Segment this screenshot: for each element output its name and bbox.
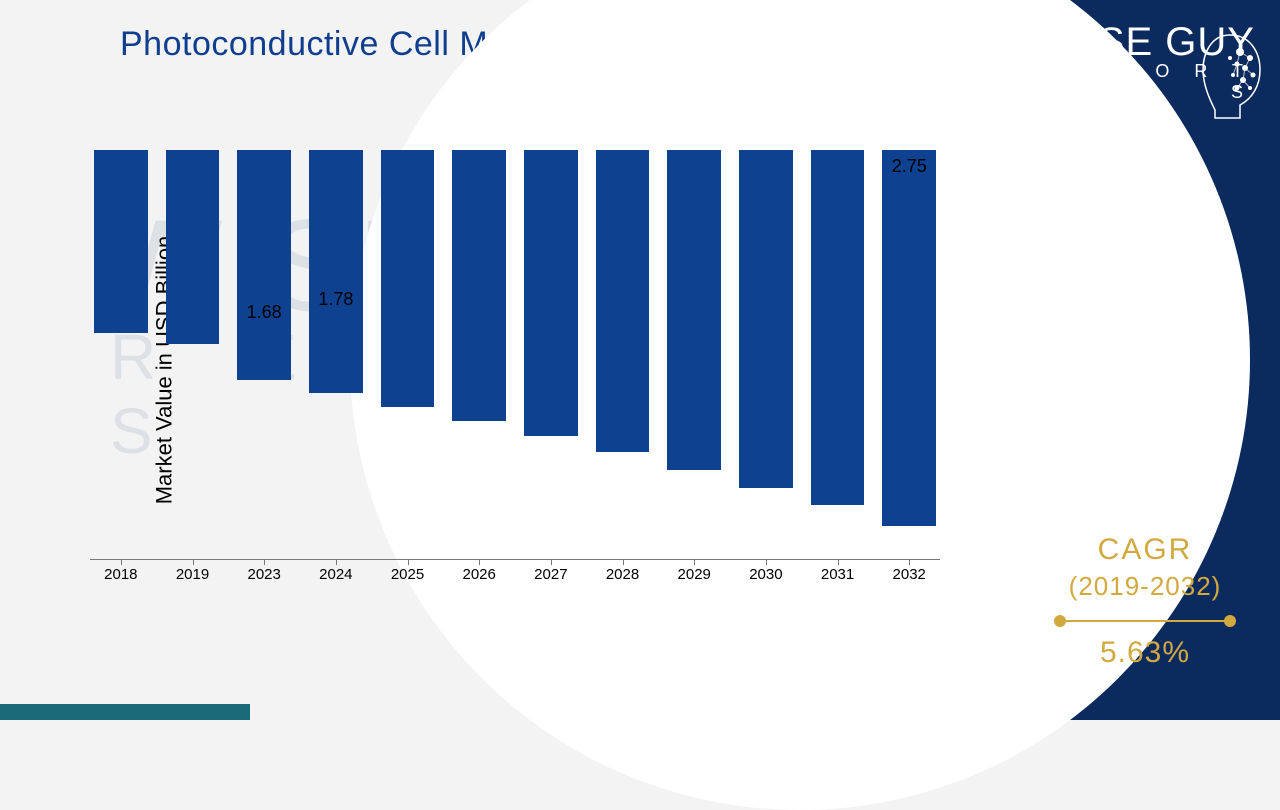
bottom-accent-bar: [0, 704, 250, 720]
brand-sub: R E P O R T S: [1010, 61, 1255, 103]
x-tick: 2028: [596, 560, 650, 590]
x-tick: 2026: [452, 560, 506, 590]
chart-area: Market Value in USD Billion 1.681.782.75…: [60, 150, 940, 590]
bar-wrap: 2.75: [882, 150, 936, 559]
cagr-box: CAGR (2019-2032) 5.63%: [1010, 533, 1280, 670]
cagr-period: (2019-2032): [1010, 571, 1280, 602]
bar-wrap: [166, 150, 220, 559]
brand-logo: WISE GUY R E P O R T S: [1010, 20, 1255, 103]
bar: [524, 150, 578, 436]
x-tick: 2027: [524, 560, 578, 590]
x-tick: 2029: [667, 560, 721, 590]
bar: [166, 150, 220, 344]
bar: [237, 150, 291, 380]
x-tick: 2031: [811, 560, 865, 590]
cagr-divider: [1060, 620, 1230, 622]
bar-wrap: 1.78: [309, 150, 363, 559]
bars-container: 1.68 1.78 2.75: [90, 150, 940, 559]
bar-wrap: [811, 150, 865, 559]
bar-wrap: [381, 150, 435, 559]
bar-wrap: [94, 150, 148, 559]
bar: [94, 150, 148, 333]
bar: [596, 150, 650, 452]
right-panel: WISE GUY R E P O R T S CAGR (2019-2032) …: [990, 0, 1280, 720]
bar: [882, 150, 936, 526]
bar-wrap: [524, 150, 578, 559]
bar-value-label: 1.68: [247, 302, 282, 323]
bar: [739, 150, 793, 488]
bar: [381, 150, 435, 407]
brand-main: WISE GUY: [1010, 20, 1255, 65]
bar-value-label: 2.75: [892, 156, 927, 177]
x-tick: 2025: [381, 560, 435, 590]
bar: [667, 150, 721, 470]
bar-wrap: [667, 150, 721, 559]
x-tick: 2023: [237, 560, 291, 590]
x-tick: 2032: [882, 560, 936, 590]
bar: [452, 150, 506, 421]
bar-wrap: [739, 150, 793, 559]
cagr-label: CAGR: [1010, 533, 1280, 567]
bar-value-label: 1.78: [318, 289, 353, 310]
x-tick: 2019: [166, 560, 220, 590]
x-tick: 2018: [94, 560, 148, 590]
bar-wrap: [596, 150, 650, 559]
x-axis-ticks: 2018 2019 2023 2024 2025 2026 2027 2028 2029 2030…: [90, 560, 940, 590]
bar-wrap: [452, 150, 506, 559]
x-tick: 2030: [739, 560, 793, 590]
plot-region: 1.68 1.78 2.75: [90, 150, 940, 560]
bar: [309, 150, 363, 393]
bar-wrap: 1.68: [237, 150, 291, 559]
x-tick: 2024: [309, 560, 363, 590]
bar: [811, 150, 865, 505]
cagr-value: 5.63%: [1010, 636, 1280, 670]
